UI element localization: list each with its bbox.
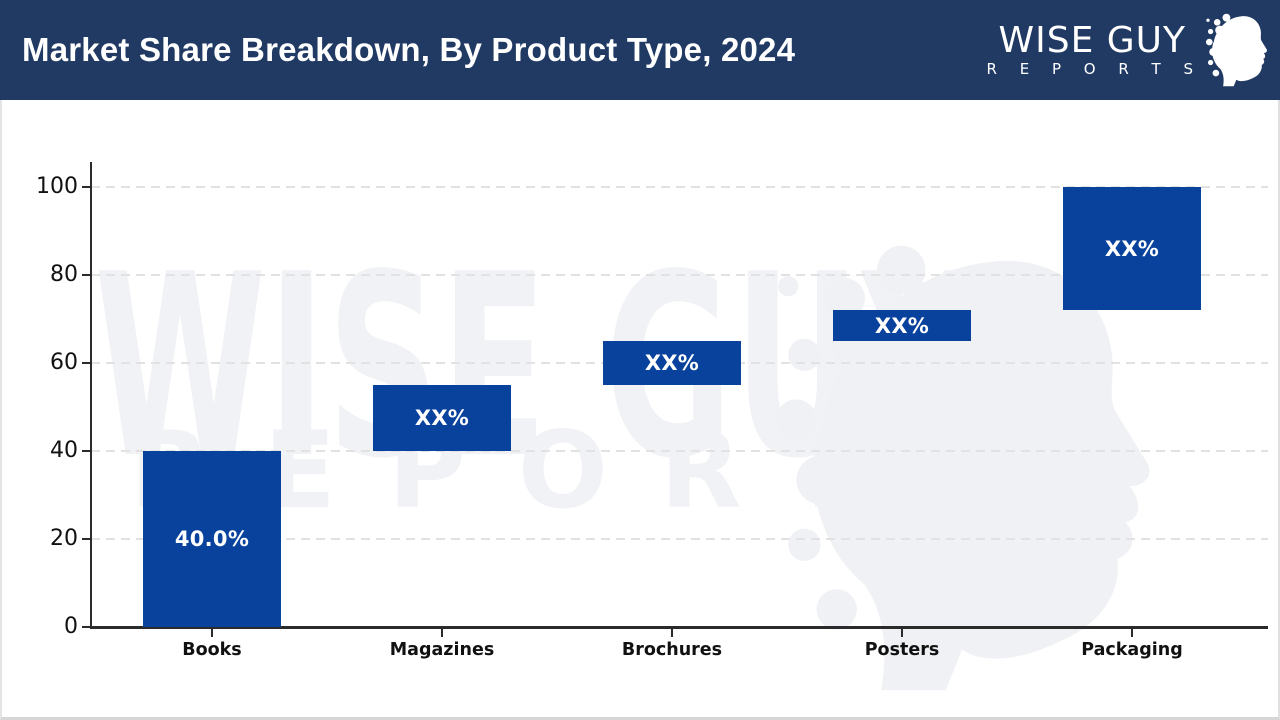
x-axis-category-label: Books xyxy=(182,640,242,660)
y-axis-line xyxy=(90,162,92,628)
y-tick-mark xyxy=(82,362,91,364)
y-tick-mark xyxy=(82,274,91,276)
x-tick-mark xyxy=(901,629,903,637)
bar-value-label: XX% xyxy=(874,313,930,338)
y-tick-label: 100 xyxy=(36,174,78,199)
y-tick-mark xyxy=(82,626,91,628)
plot-region: 0 20 40 60 80 100 Books 40.0% Magazines XX% Brochu… xyxy=(2,100,1280,720)
header-bar: Market Share Breakdown, By Product Type,… xyxy=(0,0,1280,100)
logo-subtitle: R E P O R T S xyxy=(986,60,1202,79)
y-tick-label: 80 xyxy=(50,262,78,287)
y-tick-label: 0 xyxy=(64,614,78,639)
y-tick-label: 60 xyxy=(50,350,78,375)
chart-area: WISE GUY REPORTS 0 20 40 60 80 100 Books 40.0% M… xyxy=(0,100,1280,720)
wiseguy-logo: WISE GUY R E P O R T S xyxy=(987,6,1270,94)
x-tick-mark xyxy=(441,629,443,637)
waterfall-bar: XX% xyxy=(1063,187,1201,311)
y-tick-mark xyxy=(82,450,91,452)
waterfall-bar: XX% xyxy=(373,385,511,451)
gridline xyxy=(91,450,1268,452)
y-tick-mark xyxy=(82,186,91,188)
wiseguy-head-icon xyxy=(1205,13,1267,87)
x-axis-category-label: Magazines xyxy=(389,640,495,660)
y-tick-label: 20 xyxy=(50,526,78,551)
x-axis-line xyxy=(90,626,1268,629)
y-tick-label: 40 xyxy=(50,438,78,463)
gridline xyxy=(91,186,1268,188)
page-title: Market Share Breakdown, By Product Type,… xyxy=(22,31,796,68)
gridline xyxy=(91,538,1268,540)
x-tick-mark xyxy=(1131,629,1133,637)
waterfall-bar: XX% xyxy=(833,310,971,341)
x-tick-mark xyxy=(211,629,213,637)
bar-value-label: XX% xyxy=(414,406,470,430)
x-axis-category-label: Posters xyxy=(864,640,940,660)
waterfall-bar: 40.0% xyxy=(143,451,281,627)
waterfall-bar: XX% xyxy=(603,341,741,385)
x-axis-category-label: Packaging xyxy=(1081,640,1183,660)
bar-value-label: 40.0% xyxy=(174,527,250,551)
x-axis-category-label: Brochures xyxy=(621,640,723,660)
wiseguy-logo-text: WISE GUY R E P O R T S xyxy=(983,19,1202,79)
logo-wordmark: WISE GUY xyxy=(998,19,1187,61)
gridline xyxy=(91,274,1268,276)
bar-value-label: XX% xyxy=(644,351,700,375)
x-tick-mark xyxy=(671,629,673,637)
y-tick-mark xyxy=(82,538,91,540)
bar-value-label: XX% xyxy=(1104,236,1160,261)
